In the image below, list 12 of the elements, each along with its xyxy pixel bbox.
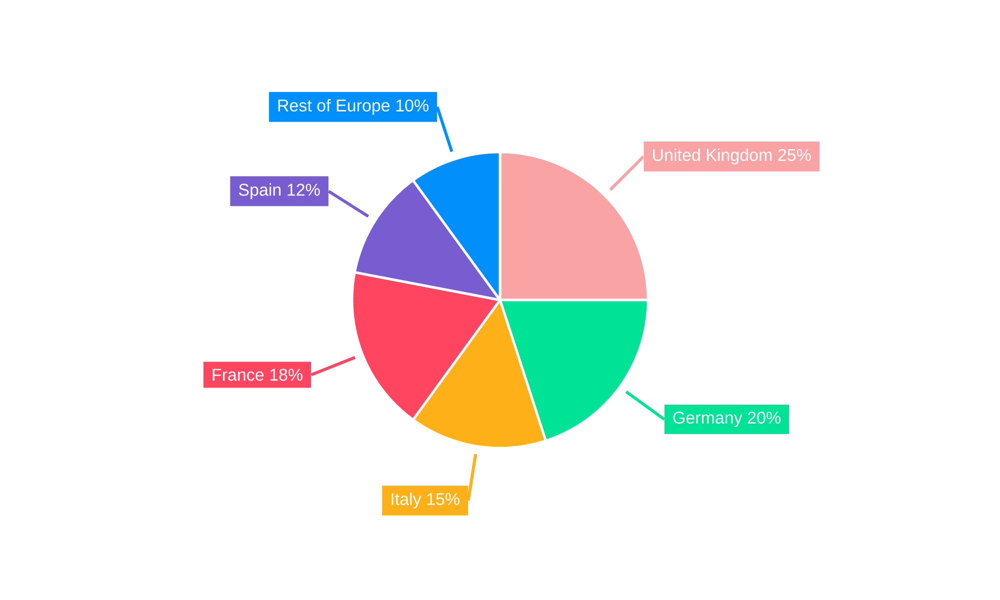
data-label: 18%	[270, 368, 302, 381]
slice-label: France	[212, 368, 264, 381]
slice-label: Spain	[238, 183, 281, 200]
data-label: 12%	[288, 184, 320, 196]
slice-label: Rest of Europe	[278, 99, 390, 115]
slice-label: Germany	[673, 412, 742, 428]
data-label: 20%	[748, 412, 780, 424]
slice-label: Italy	[392, 492, 422, 508]
data-label: 25%	[778, 148, 811, 162]
data-label: 10%	[396, 99, 428, 112]
slice-label: United Kingdom	[653, 148, 772, 164]
data-label: 15%	[427, 493, 460, 506]
